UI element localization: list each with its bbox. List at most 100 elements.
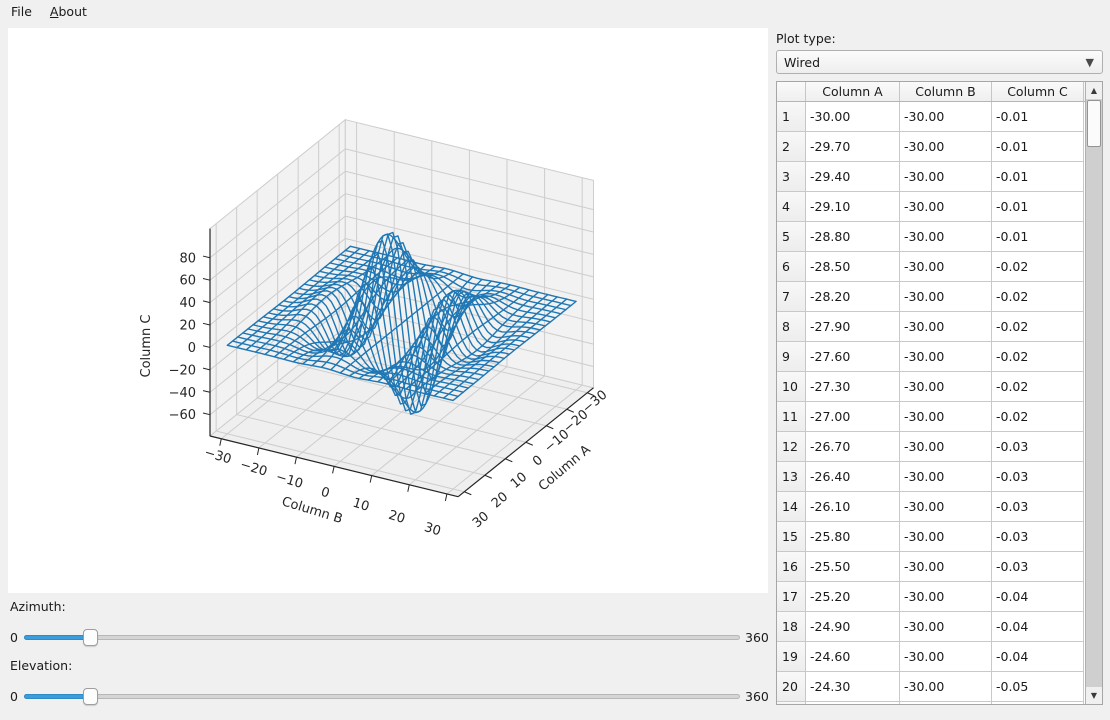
column-header[interactable]: Column C: [992, 82, 1084, 101]
table-cell[interactable]: -30.00: [900, 192, 992, 222]
plot-type-select[interactable]: Wired ▼: [776, 50, 1103, 74]
table-cell[interactable]: -0.02: [992, 342, 1084, 372]
table-cell[interactable]: -30.00: [900, 612, 992, 642]
table-cell[interactable]: -0.03: [992, 492, 1084, 522]
table-cell[interactable]: -28.50: [806, 252, 900, 282]
table-cell[interactable]: -30.00: [900, 672, 992, 702]
table-cell[interactable]: -30.00: [806, 102, 900, 132]
table-cell[interactable]: -30.00: [900, 312, 992, 342]
table-cell[interactable]: -30.00: [900, 492, 992, 522]
table-cell[interactable]: -24.30: [806, 672, 900, 702]
table-cell[interactable]: -24.90: [806, 612, 900, 642]
table-cell[interactable]: -30.00: [900, 582, 992, 612]
row-number-cell[interactable]: 6: [777, 252, 806, 282]
table-cell[interactable]: -0.02: [992, 402, 1084, 432]
table-cell[interactable]: -0.02: [992, 282, 1084, 312]
table-cell[interactable]: -0.01: [992, 222, 1084, 252]
table-cell[interactable]: -30.00: [900, 432, 992, 462]
table-cell[interactable]: -30.00: [900, 462, 992, 492]
table-cell[interactable]: -27.60: [806, 342, 900, 372]
table-cell[interactable]: -30.00: [900, 132, 992, 162]
table-cell[interactable]: -27.00: [806, 402, 900, 432]
row-number-cell[interactable]: 3: [777, 162, 806, 192]
table-cell[interactable]: -0.03: [992, 522, 1084, 552]
table-cell[interactable]: -0.04: [992, 582, 1084, 612]
table-cell[interactable]: -30.00: [900, 522, 992, 552]
vertical-scrollbar[interactable]: ▲ ▼: [1085, 82, 1102, 704]
menu-about[interactable]: About: [41, 2, 96, 21]
table-cell[interactable]: -30.00: [900, 342, 992, 372]
table-cell[interactable]: -0.03: [992, 462, 1084, 492]
table-cell[interactable]: -30.00: [900, 402, 992, 432]
table-cell[interactable]: -25.50: [806, 552, 900, 582]
row-number-cell[interactable]: 17: [777, 582, 806, 612]
table-cell[interactable]: -0.01: [992, 192, 1084, 222]
azimuth-slider-handle[interactable]: [82, 629, 98, 646]
table-cell[interactable]: -29.10: [806, 192, 900, 222]
table-cell[interactable]: [992, 702, 1084, 704]
azimuth-slider[interactable]: [24, 629, 740, 646]
table-cell[interactable]: -27.90: [806, 312, 900, 342]
table-cell[interactable]: -30.00: [900, 642, 992, 672]
table-cell[interactable]: -0.01: [992, 162, 1084, 192]
column-header[interactable]: Column A: [806, 82, 900, 101]
table-cell[interactable]: -30.00: [900, 162, 992, 192]
table-cell[interactable]: -25.20: [806, 582, 900, 612]
table-cell[interactable]: -0.04: [992, 612, 1084, 642]
elevation-slider[interactable]: [24, 688, 740, 705]
menu-file[interactable]: File: [11, 3, 32, 19]
row-number-cell[interactable]: 12: [777, 432, 806, 462]
row-number-cell[interactable]: 9: [777, 342, 806, 372]
table-cell[interactable]: -0.02: [992, 252, 1084, 282]
table-cell[interactable]: -29.70: [806, 132, 900, 162]
elevation-slider-track[interactable]: [24, 694, 740, 699]
table-cell[interactable]: -0.01: [992, 102, 1084, 132]
row-number-cell[interactable]: 13: [777, 462, 806, 492]
table-cell[interactable]: [900, 702, 992, 704]
table-cell[interactable]: -26.40: [806, 462, 900, 492]
table-cell[interactable]: -30.00: [900, 252, 992, 282]
table-cell[interactable]: -0.02: [992, 372, 1084, 402]
column-header[interactable]: Column B: [900, 82, 992, 101]
row-number-cell[interactable]: 8: [777, 312, 806, 342]
table-cell[interactable]: -0.04: [992, 642, 1084, 672]
table-cell[interactable]: -30.00: [900, 552, 992, 582]
table-cell[interactable]: -30.00: [900, 372, 992, 402]
table-cell[interactable]: -0.05: [992, 672, 1084, 702]
row-number-cell[interactable]: 15: [777, 522, 806, 552]
row-number-cell[interactable]: [777, 702, 806, 704]
table-cell[interactable]: -28.80: [806, 222, 900, 252]
row-number-cell[interactable]: 4: [777, 192, 806, 222]
table-cell[interactable]: -27.30: [806, 372, 900, 402]
row-number-cell[interactable]: 11: [777, 402, 806, 432]
row-number-cell[interactable]: 1: [777, 102, 806, 132]
row-number-cell[interactable]: 18: [777, 612, 806, 642]
scroll-up-button[interactable]: ▲: [1086, 82, 1102, 99]
table-cell[interactable]: -0.03: [992, 432, 1084, 462]
table-cell[interactable]: -26.70: [806, 432, 900, 462]
table-cell[interactable]: -29.40: [806, 162, 900, 192]
azimuth-slider-track[interactable]: [24, 635, 740, 640]
elevation-slider-handle[interactable]: [82, 688, 98, 705]
row-number-cell[interactable]: 20: [777, 672, 806, 702]
table-cell[interactable]: -0.03: [992, 552, 1084, 582]
table-cell[interactable]: -30.00: [900, 282, 992, 312]
scroll-down-button[interactable]: ▼: [1086, 687, 1102, 704]
table-cell[interactable]: -0.02: [992, 312, 1084, 342]
row-number-cell[interactable]: 5: [777, 222, 806, 252]
row-number-cell[interactable]: 7: [777, 282, 806, 312]
row-number-cell[interactable]: 14: [777, 492, 806, 522]
table-cell[interactable]: -26.10: [806, 492, 900, 522]
scrollbar-thumb[interactable]: [1087, 100, 1101, 147]
row-number-cell[interactable]: 16: [777, 552, 806, 582]
row-number-cell[interactable]: 10: [777, 372, 806, 402]
table-cell[interactable]: -30.00: [900, 222, 992, 252]
table-corner-cell[interactable]: [777, 82, 806, 101]
row-number-cell[interactable]: 2: [777, 132, 806, 162]
table-cell[interactable]: -25.80: [806, 522, 900, 552]
table-cell[interactable]: [806, 702, 900, 704]
table-cell[interactable]: -30.00: [900, 102, 992, 132]
row-number-cell[interactable]: 19: [777, 642, 806, 672]
table-cell[interactable]: -24.60: [806, 642, 900, 672]
table-cell[interactable]: -0.01: [992, 132, 1084, 162]
